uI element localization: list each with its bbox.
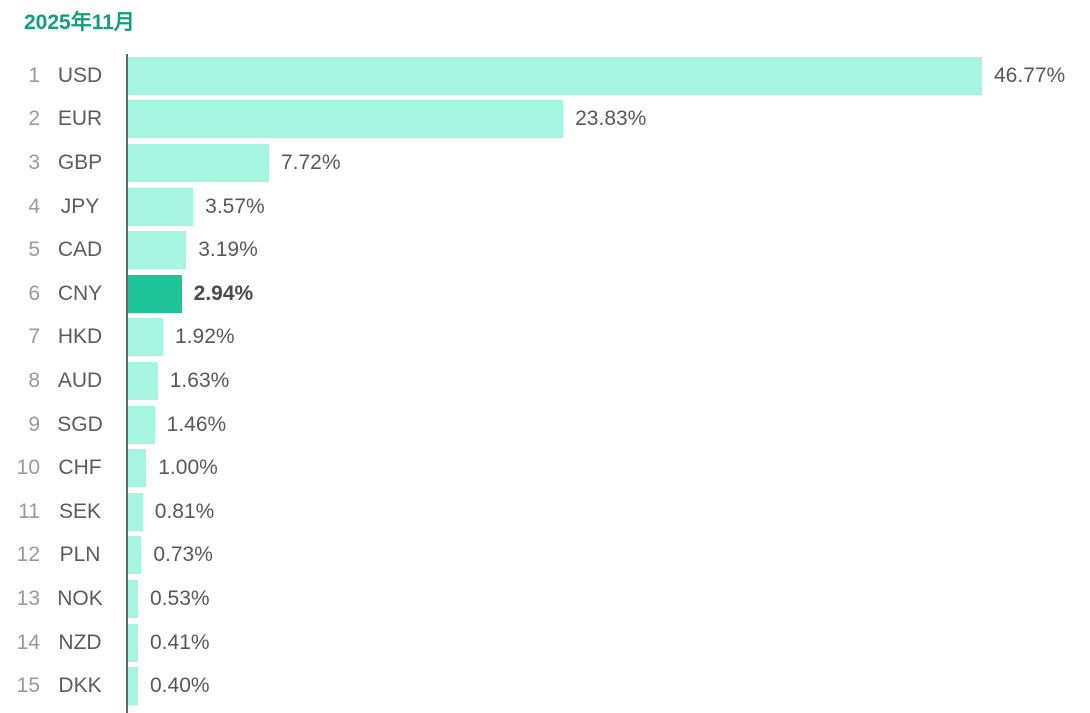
plot-area: 1 USD 46.77% 2 EUR 23.83% 3 GBP 7.72% 4 JPY 3.57% 5 C… <box>0 54 1090 713</box>
bar[interactable] <box>128 318 164 357</box>
value-label: 3.19% <box>198 238 258 262</box>
rank-label: 7 <box>28 325 40 349</box>
value-label: 46.77% <box>994 63 1066 87</box>
value-label: 1.92% <box>175 325 235 349</box>
rank-label: 9 <box>28 412 40 436</box>
value-label: 1.00% <box>158 456 218 480</box>
bar-row[interactable]: 15 DKK 0.40% <box>0 664 1090 708</box>
currency-code-label: NOK <box>57 586 103 610</box>
value-label: 7.72% <box>280 150 341 174</box>
currency-code-label: JPY <box>60 194 100 218</box>
bar[interactable] <box>128 579 138 618</box>
currency-code-label: DKK <box>58 674 102 698</box>
rank-label: 11 <box>18 499 40 523</box>
currency-code-label: SEK <box>58 499 102 523</box>
bar-row[interactable]: 5 CAD 3.19% <box>0 228 1090 272</box>
bar[interactable] <box>128 492 143 531</box>
rank-label: 12 <box>16 543 40 567</box>
currency-code-label: USD <box>57 63 103 87</box>
rank-label: 15 <box>16 674 40 698</box>
bar-row[interactable]: 4 JPY 3.57% <box>0 185 1090 229</box>
value-label: 0.41% <box>150 630 210 654</box>
rank-label: 3 <box>28 150 40 174</box>
currency-code-label: AUD <box>57 368 103 392</box>
value-label: 1.46% <box>166 412 227 436</box>
bar-row[interactable]: 2 EUR 23.83% <box>0 98 1090 142</box>
bar-row[interactable]: 3 GBP 7.72% <box>0 141 1090 185</box>
bar[interactable] <box>128 536 142 575</box>
currency-code-label: EUR <box>57 107 103 131</box>
rank-label: 8 <box>28 368 40 392</box>
currency-code-label: SGD <box>57 412 103 436</box>
bar-row[interactable]: 12 PLN 0.73% <box>0 534 1090 578</box>
currency-code-label: GBP <box>57 150 103 174</box>
bar-row[interactable]: 11 SEK 0.81% <box>0 490 1090 534</box>
rank-label: 14 <box>16 630 40 654</box>
bar-row[interactable]: 1 USD 46.77% <box>0 54 1090 98</box>
value-label: 23.83% <box>575 107 647 131</box>
rank-label: 13 <box>16 586 40 610</box>
chart-title: 2025年11月 <box>24 11 135 34</box>
bar[interactable] <box>128 143 269 182</box>
rank-label: 2 <box>28 107 40 131</box>
bar-row[interactable]: 7 HKD 1.92% <box>0 316 1090 360</box>
rank-label: 1 <box>28 63 40 87</box>
bar-row[interactable]: 9 SGD 1.46% <box>0 403 1090 447</box>
bar-row[interactable]: 13 NOK 0.53% <box>0 577 1090 621</box>
value-label: 2.94% <box>193 281 254 305</box>
bar[interactable] <box>128 100 564 139</box>
value-axis-line <box>126 54 128 713</box>
bar[interactable] <box>128 361 158 400</box>
rank-label: 6 <box>28 281 40 305</box>
currency-code-label: HKD <box>57 325 103 349</box>
bar[interactable] <box>128 667 138 706</box>
currency-code-label: CHF <box>58 456 102 480</box>
value-label: 0.53% <box>150 586 210 610</box>
bar[interactable] <box>128 56 982 95</box>
value-label: 3.57% <box>205 194 265 218</box>
bar[interactable] <box>128 449 147 488</box>
bar-row[interactable]: 10 CHF 1.00% <box>0 446 1090 490</box>
currency-code-label: NZD <box>58 630 102 654</box>
bar-row[interactable]: 14 NZD 0.41% <box>0 621 1090 665</box>
bar[interactable] <box>128 623 138 662</box>
rank-label: 5 <box>28 238 40 262</box>
bar-row[interactable]: 8 AUD 1.63% <box>0 359 1090 403</box>
rank-label: 4 <box>28 194 40 218</box>
currency-code-label: CNY <box>57 281 103 305</box>
bar[interactable] <box>128 405 155 444</box>
value-label: 0.73% <box>153 543 213 567</box>
currency-code-label: CAD <box>57 238 103 262</box>
bar[interactable] <box>128 274 182 313</box>
rank-label: 10 <box>16 456 40 480</box>
bar[interactable] <box>128 187 194 226</box>
value-label: 0.40% <box>150 674 210 698</box>
bar-row[interactable]: 6 CNY 2.94% <box>0 272 1090 316</box>
bar[interactable] <box>128 231 187 270</box>
value-label: 1.63% <box>169 368 230 392</box>
value-label: 0.81% <box>154 499 215 523</box>
currency-code-label: PLN <box>59 543 101 567</box>
